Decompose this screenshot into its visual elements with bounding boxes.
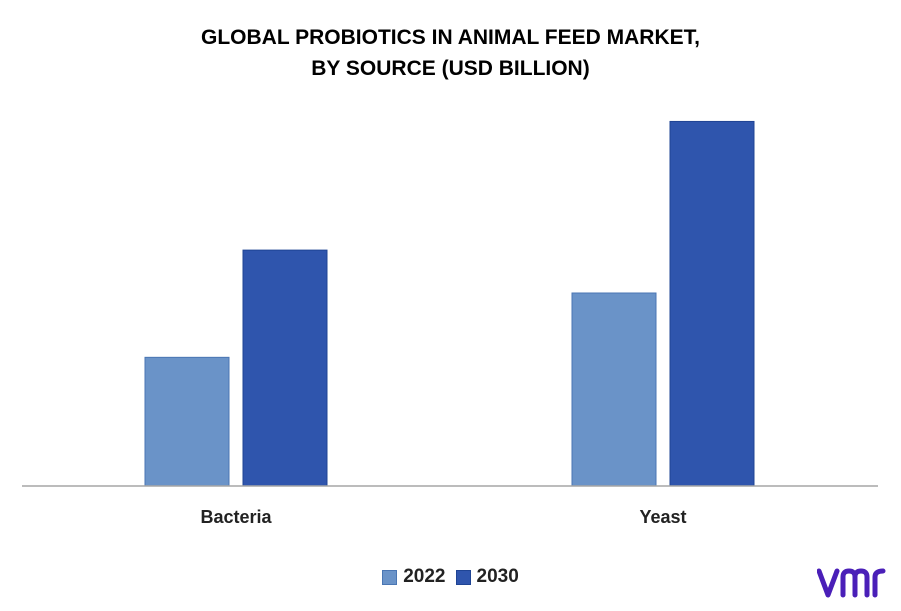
vmr-logo-icon	[817, 568, 886, 598]
bar-bacteria-2022	[144, 356, 230, 487]
bars-group	[144, 120, 755, 487]
legend-swatch-2030	[455, 569, 471, 585]
bar-bacteria-2030	[242, 249, 328, 487]
x-tick-labels: Bacteria Yeast	[200, 507, 686, 527]
chart-title: GLOBAL PROBIOTICS IN ANIMAL FEED MARKET,…	[201, 26, 700, 80]
legend-item-2030: 2030	[455, 566, 519, 588]
x-tick-label-yeast: Yeast	[639, 507, 686, 527]
bar-chart: Bacteria Yeast	[22, 120, 878, 527]
legend: 2022 2030	[0, 566, 901, 588]
x-tick-label-bacteria: Bacteria	[200, 507, 272, 527]
bar-yeast-2022	[571, 292, 657, 487]
legend-label-2022: 2022	[403, 566, 446, 587]
bar-yeast-2030	[669, 120, 755, 487]
legend-item-2022: 2022	[382, 566, 446, 588]
legend-label-2030: 2030	[476, 566, 519, 587]
legend-swatch-2022	[382, 569, 398, 585]
